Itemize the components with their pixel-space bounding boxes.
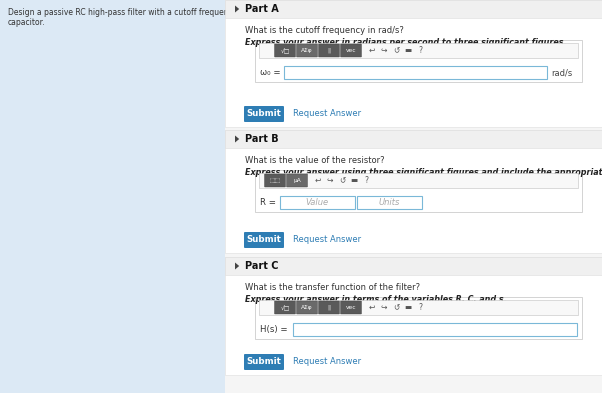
Text: μA: μA [293, 178, 301, 183]
Bar [284, 66, 547, 79]
Bar [259, 173, 578, 188]
Text: capacitor.: capacitor. [8, 18, 46, 27]
FancyBboxPatch shape [244, 106, 284, 122]
FancyBboxPatch shape [318, 301, 340, 314]
Text: Part C: Part C [245, 261, 279, 271]
Text: Units: Units [378, 198, 400, 207]
Text: AΣφ: AΣφ [301, 305, 313, 310]
Text: Submit: Submit [247, 235, 282, 244]
Text: Part A: Part A [245, 4, 279, 14]
Text: ▬: ▬ [350, 176, 358, 185]
Text: Submit: Submit [247, 110, 282, 119]
Bar [259, 43, 578, 58]
Text: Express your answer in terms of the variables R, C, and s.: Express your answer in terms of the vari… [245, 295, 507, 304]
Text: ?: ? [364, 176, 368, 185]
Text: Design a passive RC high-pass filter with a cutoff frequency of 500 Hz using a 2: Design a passive RC high-pass filter wit… [8, 8, 335, 17]
Text: vec: vec [346, 305, 356, 310]
Bar [356, 196, 421, 209]
Text: Request Answer: Request Answer [293, 358, 361, 367]
FancyBboxPatch shape [287, 174, 308, 187]
Bar [255, 297, 582, 339]
Text: √□: √□ [281, 305, 290, 310]
FancyBboxPatch shape [244, 232, 284, 248]
Bar [225, 257, 602, 375]
Text: Request Answer: Request Answer [293, 110, 361, 119]
Text: What is the transfer function of the filter?: What is the transfer function of the fil… [245, 283, 420, 292]
FancyBboxPatch shape [297, 44, 317, 57]
Text: ▬: ▬ [405, 46, 412, 55]
Bar [225, 0, 602, 393]
Text: ↺: ↺ [393, 46, 399, 55]
Text: ↩: ↩ [369, 303, 375, 312]
Polygon shape [235, 136, 239, 143]
FancyBboxPatch shape [275, 44, 296, 57]
Text: ↩: ↩ [369, 46, 375, 55]
Text: Submit: Submit [247, 358, 282, 367]
FancyBboxPatch shape [341, 44, 361, 57]
Bar [293, 323, 577, 336]
Text: Request Answer: Request Answer [293, 235, 361, 244]
Text: rad/s: rad/s [551, 68, 573, 77]
FancyBboxPatch shape [297, 301, 317, 314]
Text: AΣφ: AΣφ [301, 48, 313, 53]
Text: ⬚⬚: ⬚⬚ [270, 178, 281, 183]
Polygon shape [235, 6, 239, 13]
Text: Express your answer in radians per second to three significant figures.: Express your answer in radians per secon… [245, 38, 566, 47]
Bar [225, 130, 602, 148]
Bar [0, 0, 225, 393]
Text: ?: ? [418, 303, 422, 312]
Bar [225, 130, 602, 253]
Text: ↪: ↪ [381, 303, 387, 312]
Bar [255, 40, 582, 82]
Text: R =: R = [260, 198, 276, 207]
Bar [279, 196, 355, 209]
Text: What is the cutoff frequency in rad/s?: What is the cutoff frequency in rad/s? [245, 26, 404, 35]
Text: ↺: ↺ [393, 303, 399, 312]
Text: H(s) =: H(s) = [260, 325, 288, 334]
Bar [225, 0, 602, 127]
Bar [225, 0, 602, 18]
Text: ||: || [327, 305, 331, 310]
FancyBboxPatch shape [318, 44, 340, 57]
Text: Part B: Part B [245, 134, 279, 144]
FancyBboxPatch shape [244, 354, 284, 370]
Text: Express your answer using three significant figures and include the appropriate : Express your answer using three signific… [245, 168, 602, 177]
Text: ↩: ↩ [315, 176, 321, 185]
Text: ▬: ▬ [405, 303, 412, 312]
Text: Value: Value [305, 198, 329, 207]
FancyBboxPatch shape [341, 301, 361, 314]
Text: ↺: ↺ [339, 176, 345, 185]
FancyBboxPatch shape [264, 174, 285, 187]
Bar [259, 300, 578, 315]
Polygon shape [235, 263, 239, 270]
Text: ω₀ =: ω₀ = [260, 68, 281, 77]
Text: What is the value of the resistor?: What is the value of the resistor? [245, 156, 385, 165]
Bar [225, 257, 602, 275]
Text: ?: ? [418, 46, 422, 55]
Text: √□: √□ [281, 48, 290, 53]
Bar [255, 170, 582, 212]
Text: vec: vec [346, 48, 356, 53]
FancyBboxPatch shape [275, 301, 296, 314]
Text: ||: || [327, 48, 331, 53]
Text: ↪: ↪ [381, 46, 387, 55]
Text: ↪: ↪ [327, 176, 333, 185]
